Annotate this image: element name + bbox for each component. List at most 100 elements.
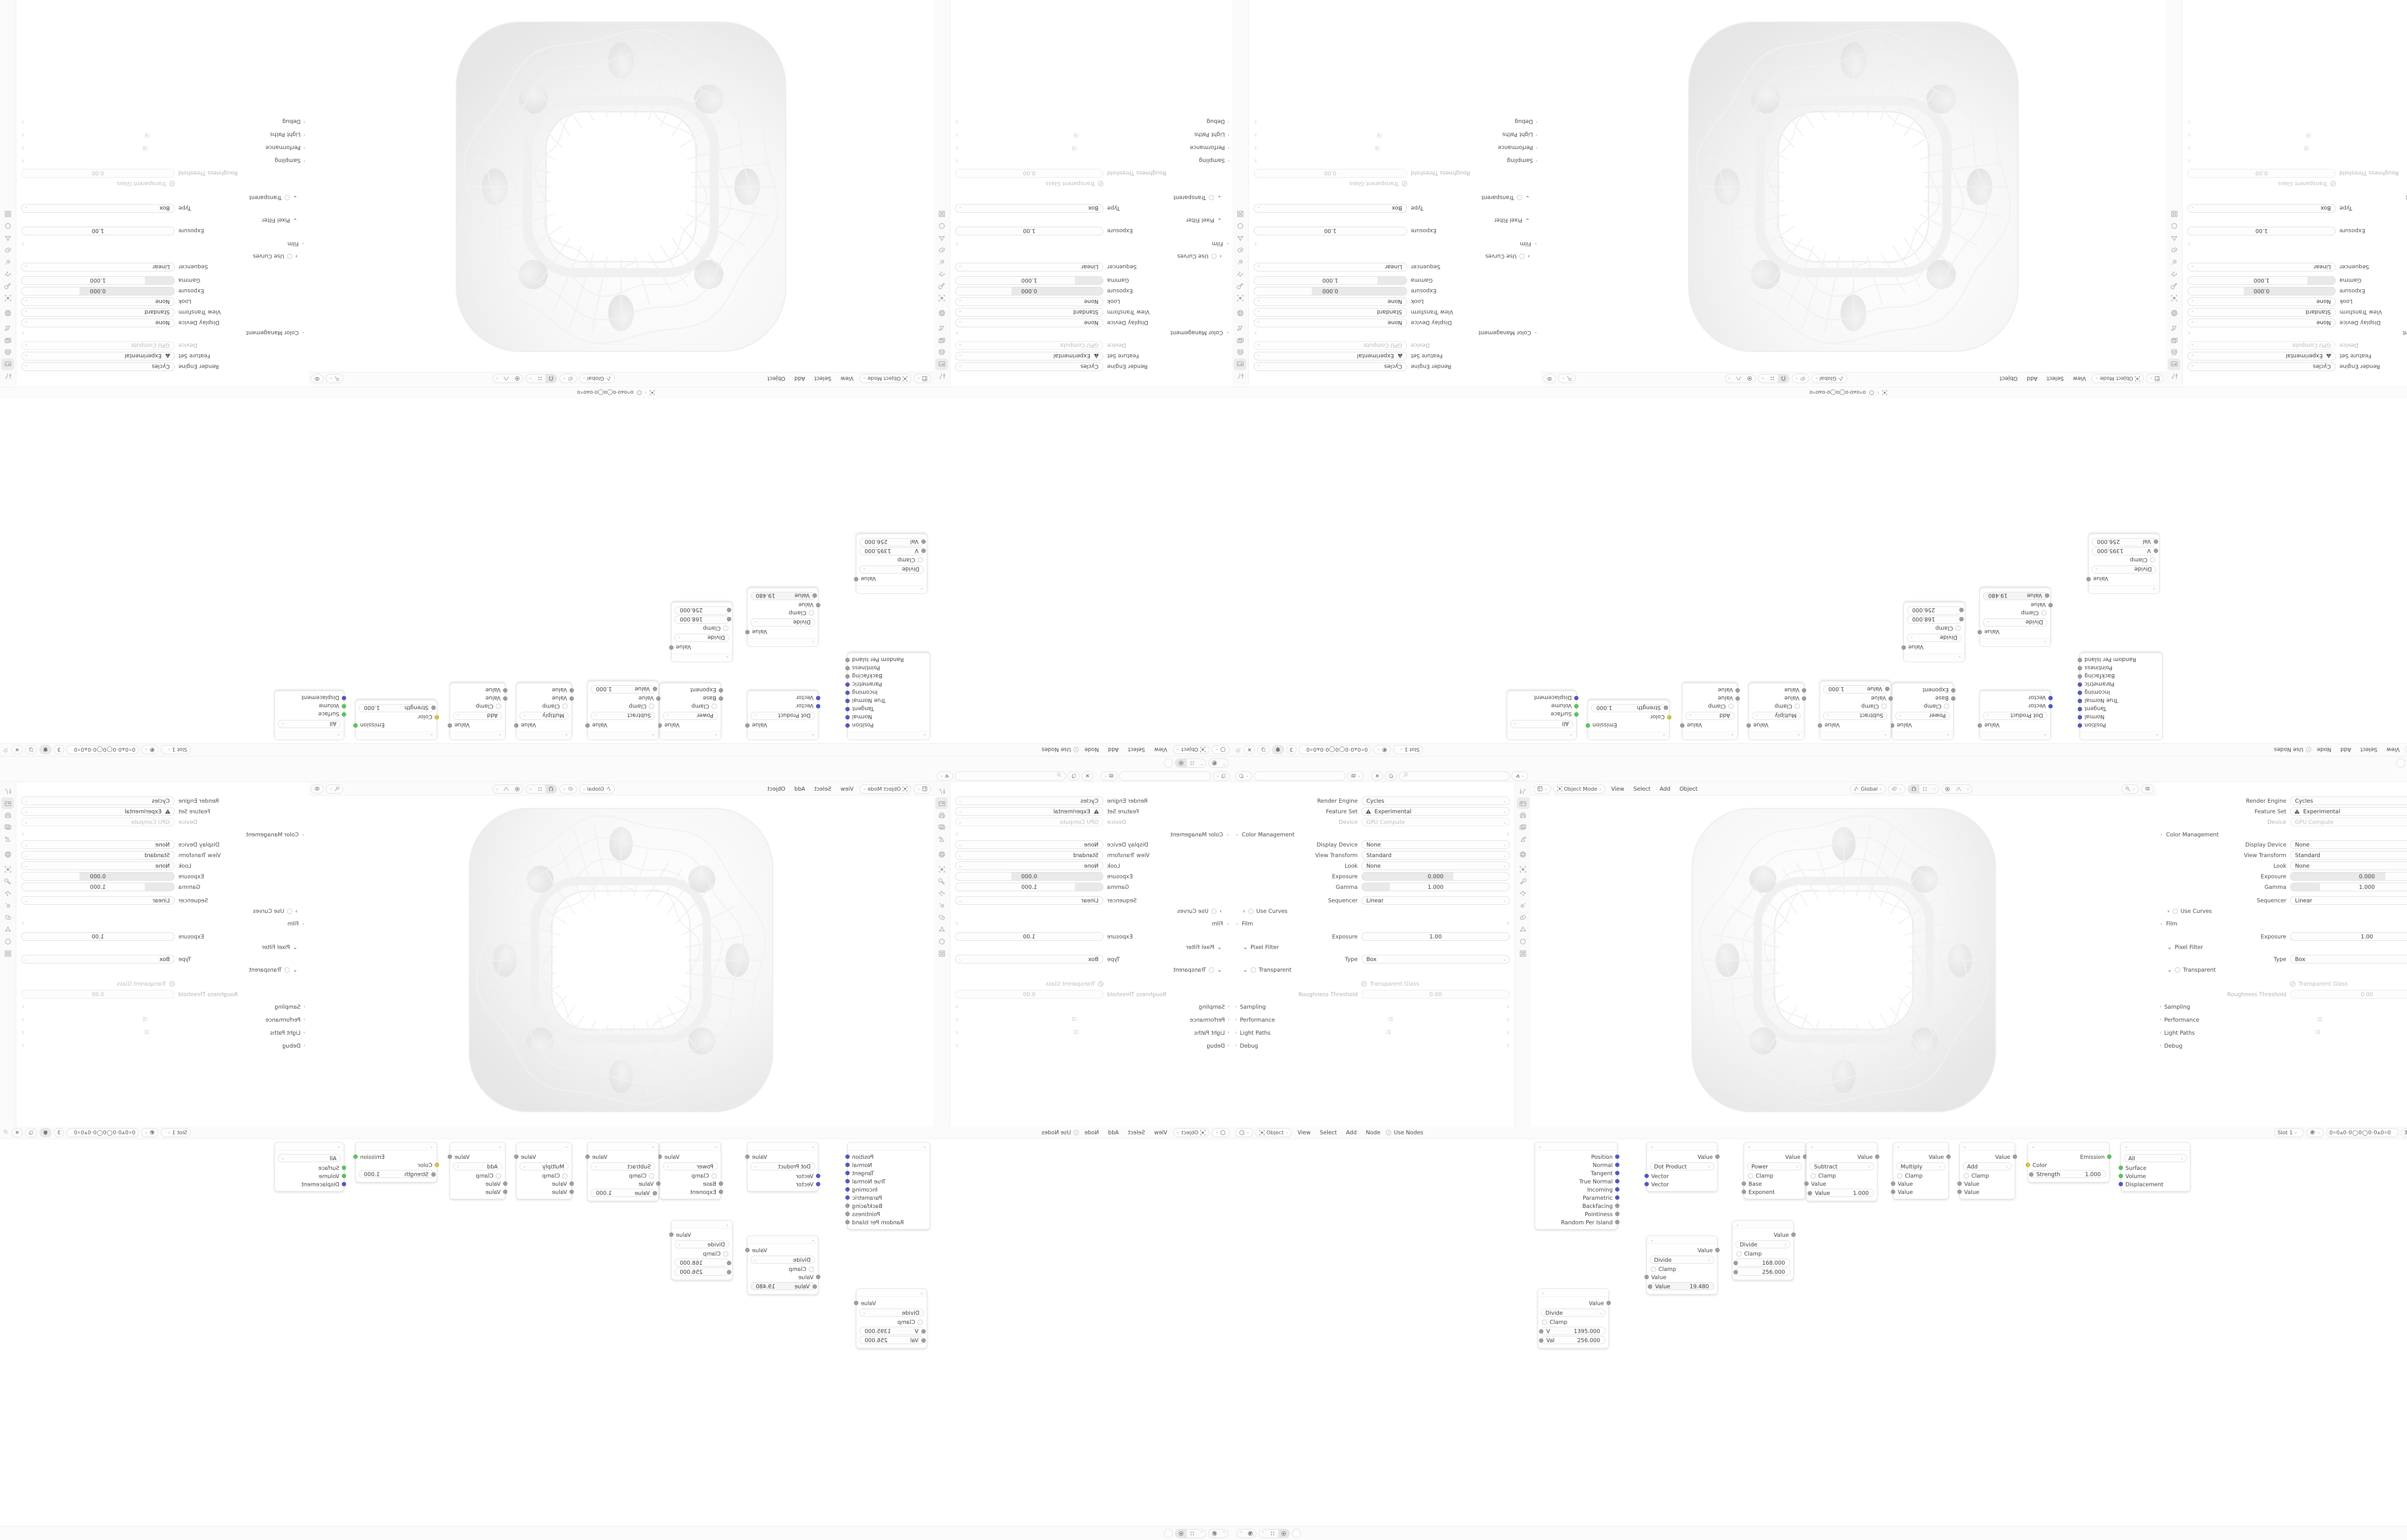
radio-icon[interactable] — [1211, 254, 1217, 259]
object-tab[interactable] — [1517, 863, 1529, 875]
input-socket[interactable] — [342, 1166, 346, 1170]
input-socket[interactable] — [342, 696, 346, 700]
tool-tab[interactable] — [2168, 371, 2181, 382]
clamp-toggle[interactable]: Clamp — [748, 1265, 818, 1273]
input-socket[interactable] — [1885, 687, 1889, 691]
property-dropdown[interactable]: None⌄ — [2187, 297, 2336, 306]
input-socket[interactable] — [1667, 715, 1671, 719]
chevron-down-icon[interactable]: ⌄ — [1932, 786, 1936, 791]
node-header[interactable]: ⌄ — [2089, 585, 2159, 593]
node-menu-select[interactable]: Select — [1127, 1129, 1145, 1136]
math-divide-node-c[interactable]: ⌄ Value Divide ⌄ Clamp 168.000 256.000 — [669, 1220, 733, 1280]
node-menu-select[interactable]: Select — [1320, 1129, 1337, 1136]
viewport-menu-select[interactable]: Select — [814, 375, 831, 382]
editor-type-selector[interactable]: ⌄ — [914, 784, 931, 794]
property-section-light-paths[interactable]: ›Light Paths⠿ — [1235, 1027, 1510, 1038]
value-field[interactable]: 168.000 — [1907, 616, 1964, 624]
property-number[interactable]: 1.00 — [1361, 932, 1510, 941]
input-socket[interactable] — [1735, 688, 1740, 693]
scene-tab[interactable] — [2168, 322, 2181, 334]
drag-grip[interactable]: ⠿ — [21, 242, 25, 246]
clamp-toggle[interactable]: Clamp — [672, 1250, 732, 1258]
value-field[interactable]: 256.000 — [674, 606, 731, 615]
magnet-icon[interactable] — [545, 784, 557, 793]
transparent-glass-toggle[interactable]: Transparent Glass — [2187, 180, 2336, 187]
properties-tab-rail[interactable] — [2166, 0, 2183, 385]
node-header[interactable]: ⌄ — [660, 1142, 721, 1151]
particles-tab[interactable] — [1517, 887, 1529, 899]
property-dropdown[interactable]: None⌄ — [21, 861, 175, 870]
editor-type-control[interactable]: ⌃ — [1236, 1528, 1256, 1538]
chevron-down-icon[interactable]: ⌄ — [495, 377, 499, 381]
proportional-editing-icon[interactable] — [1942, 785, 1953, 793]
transform-orientation-selector[interactable]: Global ⌄ — [1850, 784, 1886, 794]
radio-icon[interactable] — [712, 704, 717, 709]
clamp-toggle[interactable]: Clamp — [1960, 1172, 2015, 1180]
chevron-down-icon[interactable]: ⌄ — [1541, 1290, 1545, 1295]
material-slot-selector[interactable]: Slot 1 ⌄ — [1393, 745, 1423, 755]
modifiers-tab[interactable] — [1234, 281, 1247, 292]
physics-tab[interactable] — [2168, 257, 2181, 268]
clamp-toggle[interactable]: Clamp — [660, 1172, 721, 1180]
operation-dropdown[interactable]: Power ⌄ — [663, 712, 718, 720]
input-socket[interactable] — [1891, 1190, 1895, 1194]
chevron-down-icon[interactable]: ⌄ — [2152, 587, 2156, 592]
material-name-field[interactable]: 0⸰0⩓0·0◯0◯0·0⩓0⸰0 — [1299, 745, 1372, 755]
operation-dropdown[interactable]: Power ⌄ — [1895, 712, 1950, 720]
output-socket[interactable] — [845, 666, 850, 670]
value-field[interactable]: Value 19.480 — [1983, 592, 2049, 600]
property-dropdown[interactable]: GPU Compute⌄ — [955, 341, 1103, 350]
operation-dropdown[interactable]: Subtract ⌄ — [1823, 712, 1888, 720]
clamp-toggle[interactable]: Clamp — [1807, 1172, 1877, 1180]
node-menu-view[interactable]: View — [1297, 1129, 1311, 1136]
input-socket[interactable] — [569, 696, 574, 701]
property-number[interactable]: 1.00 — [955, 932, 1103, 941]
view-layer-tab[interactable] — [936, 334, 948, 346]
output-socket[interactable] — [745, 1155, 750, 1159]
math-divide-node-c[interactable]: ⌄ Value Divide ⌄ Clamp 168.000 256.000 — [1732, 1220, 1796, 1280]
output-socket[interactable] — [514, 1155, 518, 1159]
chevron-up-icon[interactable]: ⌃ — [1200, 1531, 1204, 1535]
property-dropdown[interactable]: Linear⌄ — [1254, 263, 1407, 271]
output-socket[interactable] — [845, 682, 850, 687]
node-menu-select[interactable]: Select — [1127, 746, 1145, 753]
chevron-down-icon[interactable]: ⌄ — [498, 733, 502, 738]
output-socket[interactable] — [585, 723, 590, 728]
clamp-toggle[interactable]: Clamp — [517, 703, 571, 710]
operation-dropdown[interactable]: Subtract ⌄ — [1810, 1162, 1874, 1170]
property-slider[interactable]: 1.000 — [1361, 883, 1510, 891]
clamp-toggle[interactable]: Clamp — [1744, 1172, 1805, 1180]
node-header[interactable]: ⌄ — [1820, 732, 1890, 740]
property-slider[interactable]: 0.000 — [2290, 872, 2407, 881]
operation-dropdown[interactable]: Dot Product ⌄ — [751, 1162, 815, 1170]
use-curves-toggle[interactable]: ›Use Curves — [1235, 906, 1510, 916]
property-dropdown[interactable]: Linear⌄ — [2187, 263, 2336, 271]
output-socket[interactable] — [1902, 645, 1906, 650]
math-add-node[interactable]: ⌄ Value Add ⌄ Clamp Value Value — [448, 1142, 507, 1199]
input-socket[interactable] — [503, 696, 507, 701]
math-divide-node-c[interactable]: ⌄ Value Divide ⌄ Clamp 168.000 256.000 — [1902, 602, 1965, 662]
fake-user-button[interactable] — [1272, 745, 1284, 755]
value-field[interactable]: Value 19.480 — [751, 1282, 817, 1290]
property-slider[interactable]: 1.000 — [21, 276, 175, 285]
pivot-point-selector[interactable]: ⌄ — [559, 784, 577, 794]
radio-icon[interactable] — [918, 1319, 923, 1325]
object-tab[interactable] — [936, 863, 948, 875]
snap-control[interactable]: ⌃ — [1175, 1528, 1206, 1538]
constraints-tab[interactable] — [2, 244, 14, 256]
view-layer-tab[interactable] — [1517, 821, 1529, 833]
radio-icon[interactable] — [1811, 1173, 1816, 1179]
output-tab[interactable] — [2, 346, 14, 358]
property-dropdown[interactable]: Standard⌄ — [2187, 308, 2336, 317]
chevron-down-icon[interactable]: ⌄ — [725, 1222, 729, 1227]
property-dropdown[interactable]: GPU Compute⌄ — [21, 818, 175, 826]
new-material-button[interactable] — [1257, 745, 1270, 755]
chevron-down-icon[interactable]: ⌄ — [1539, 1144, 1542, 1149]
property-section-color-management[interactable]: ⌄Color Management⠿ — [955, 328, 1229, 338]
viewport-menu-add[interactable]: Add — [794, 375, 805, 382]
physics-tab[interactable] — [2, 899, 14, 911]
output-socket[interactable] — [845, 1212, 850, 1216]
modifiers-tab[interactable] — [2, 875, 14, 887]
node-canvas[interactable]: ⌄ Position Normal Tangent True Normal Incomin… — [0, 400, 1232, 743]
radio-icon[interactable] — [1897, 1173, 1902, 1179]
